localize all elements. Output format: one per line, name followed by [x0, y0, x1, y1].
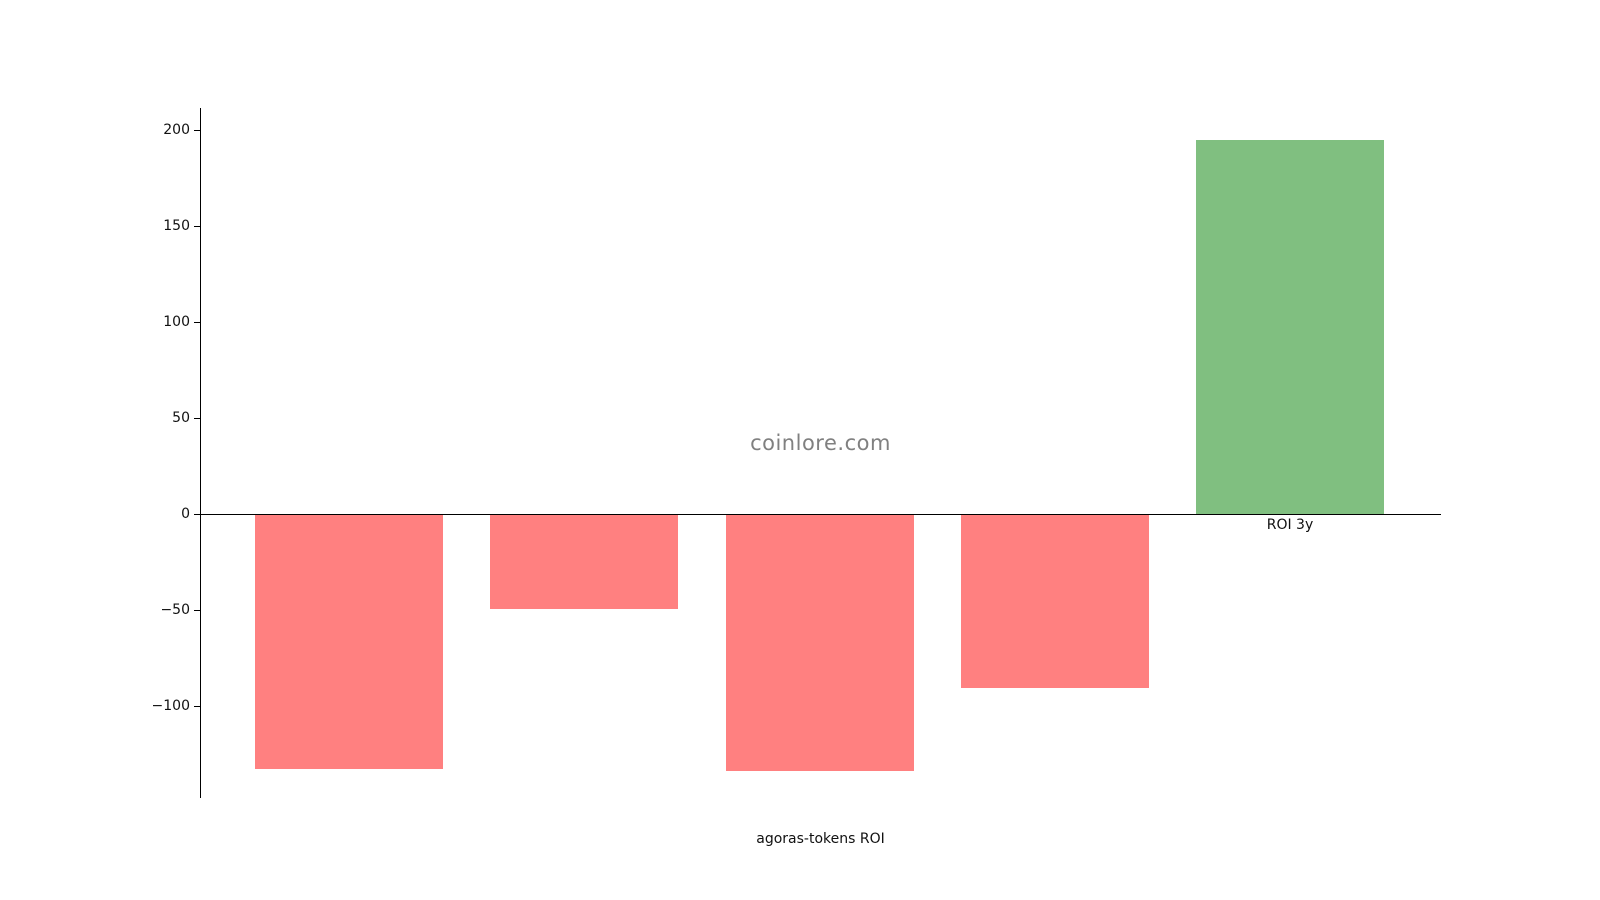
watermark: coinlore.com [750, 431, 891, 455]
y-tick-mark [194, 129, 200, 132]
bar [960, 515, 1149, 689]
bar [490, 515, 679, 610]
chart-title: agoras-tokens ROI [756, 831, 885, 847]
bar [1196, 140, 1384, 515]
y-tick-label: 100 [163, 314, 190, 330]
y-tick-label: 200 [163, 122, 190, 138]
y-tick-mark [194, 513, 200, 516]
y-axis-spine [199, 108, 201, 798]
bar [255, 515, 443, 769]
x-tick-label: ROI 3y [1266, 516, 1314, 533]
y-tick-mark [194, 609, 200, 612]
y-tick-label: 150 [163, 218, 190, 234]
y-tick-mark [194, 225, 200, 228]
y-tick-label: 50 [172, 410, 190, 426]
y-tick-mark [194, 705, 200, 708]
y-tick-mark [194, 417, 200, 420]
x-axis-zero-line [200, 513, 1441, 516]
y-tick-label: −50 [160, 602, 190, 618]
y-tick-label: −100 [151, 698, 190, 714]
y-tick-label: 0 [181, 506, 190, 522]
y-tick-mark [194, 321, 200, 324]
bar [725, 515, 914, 771]
